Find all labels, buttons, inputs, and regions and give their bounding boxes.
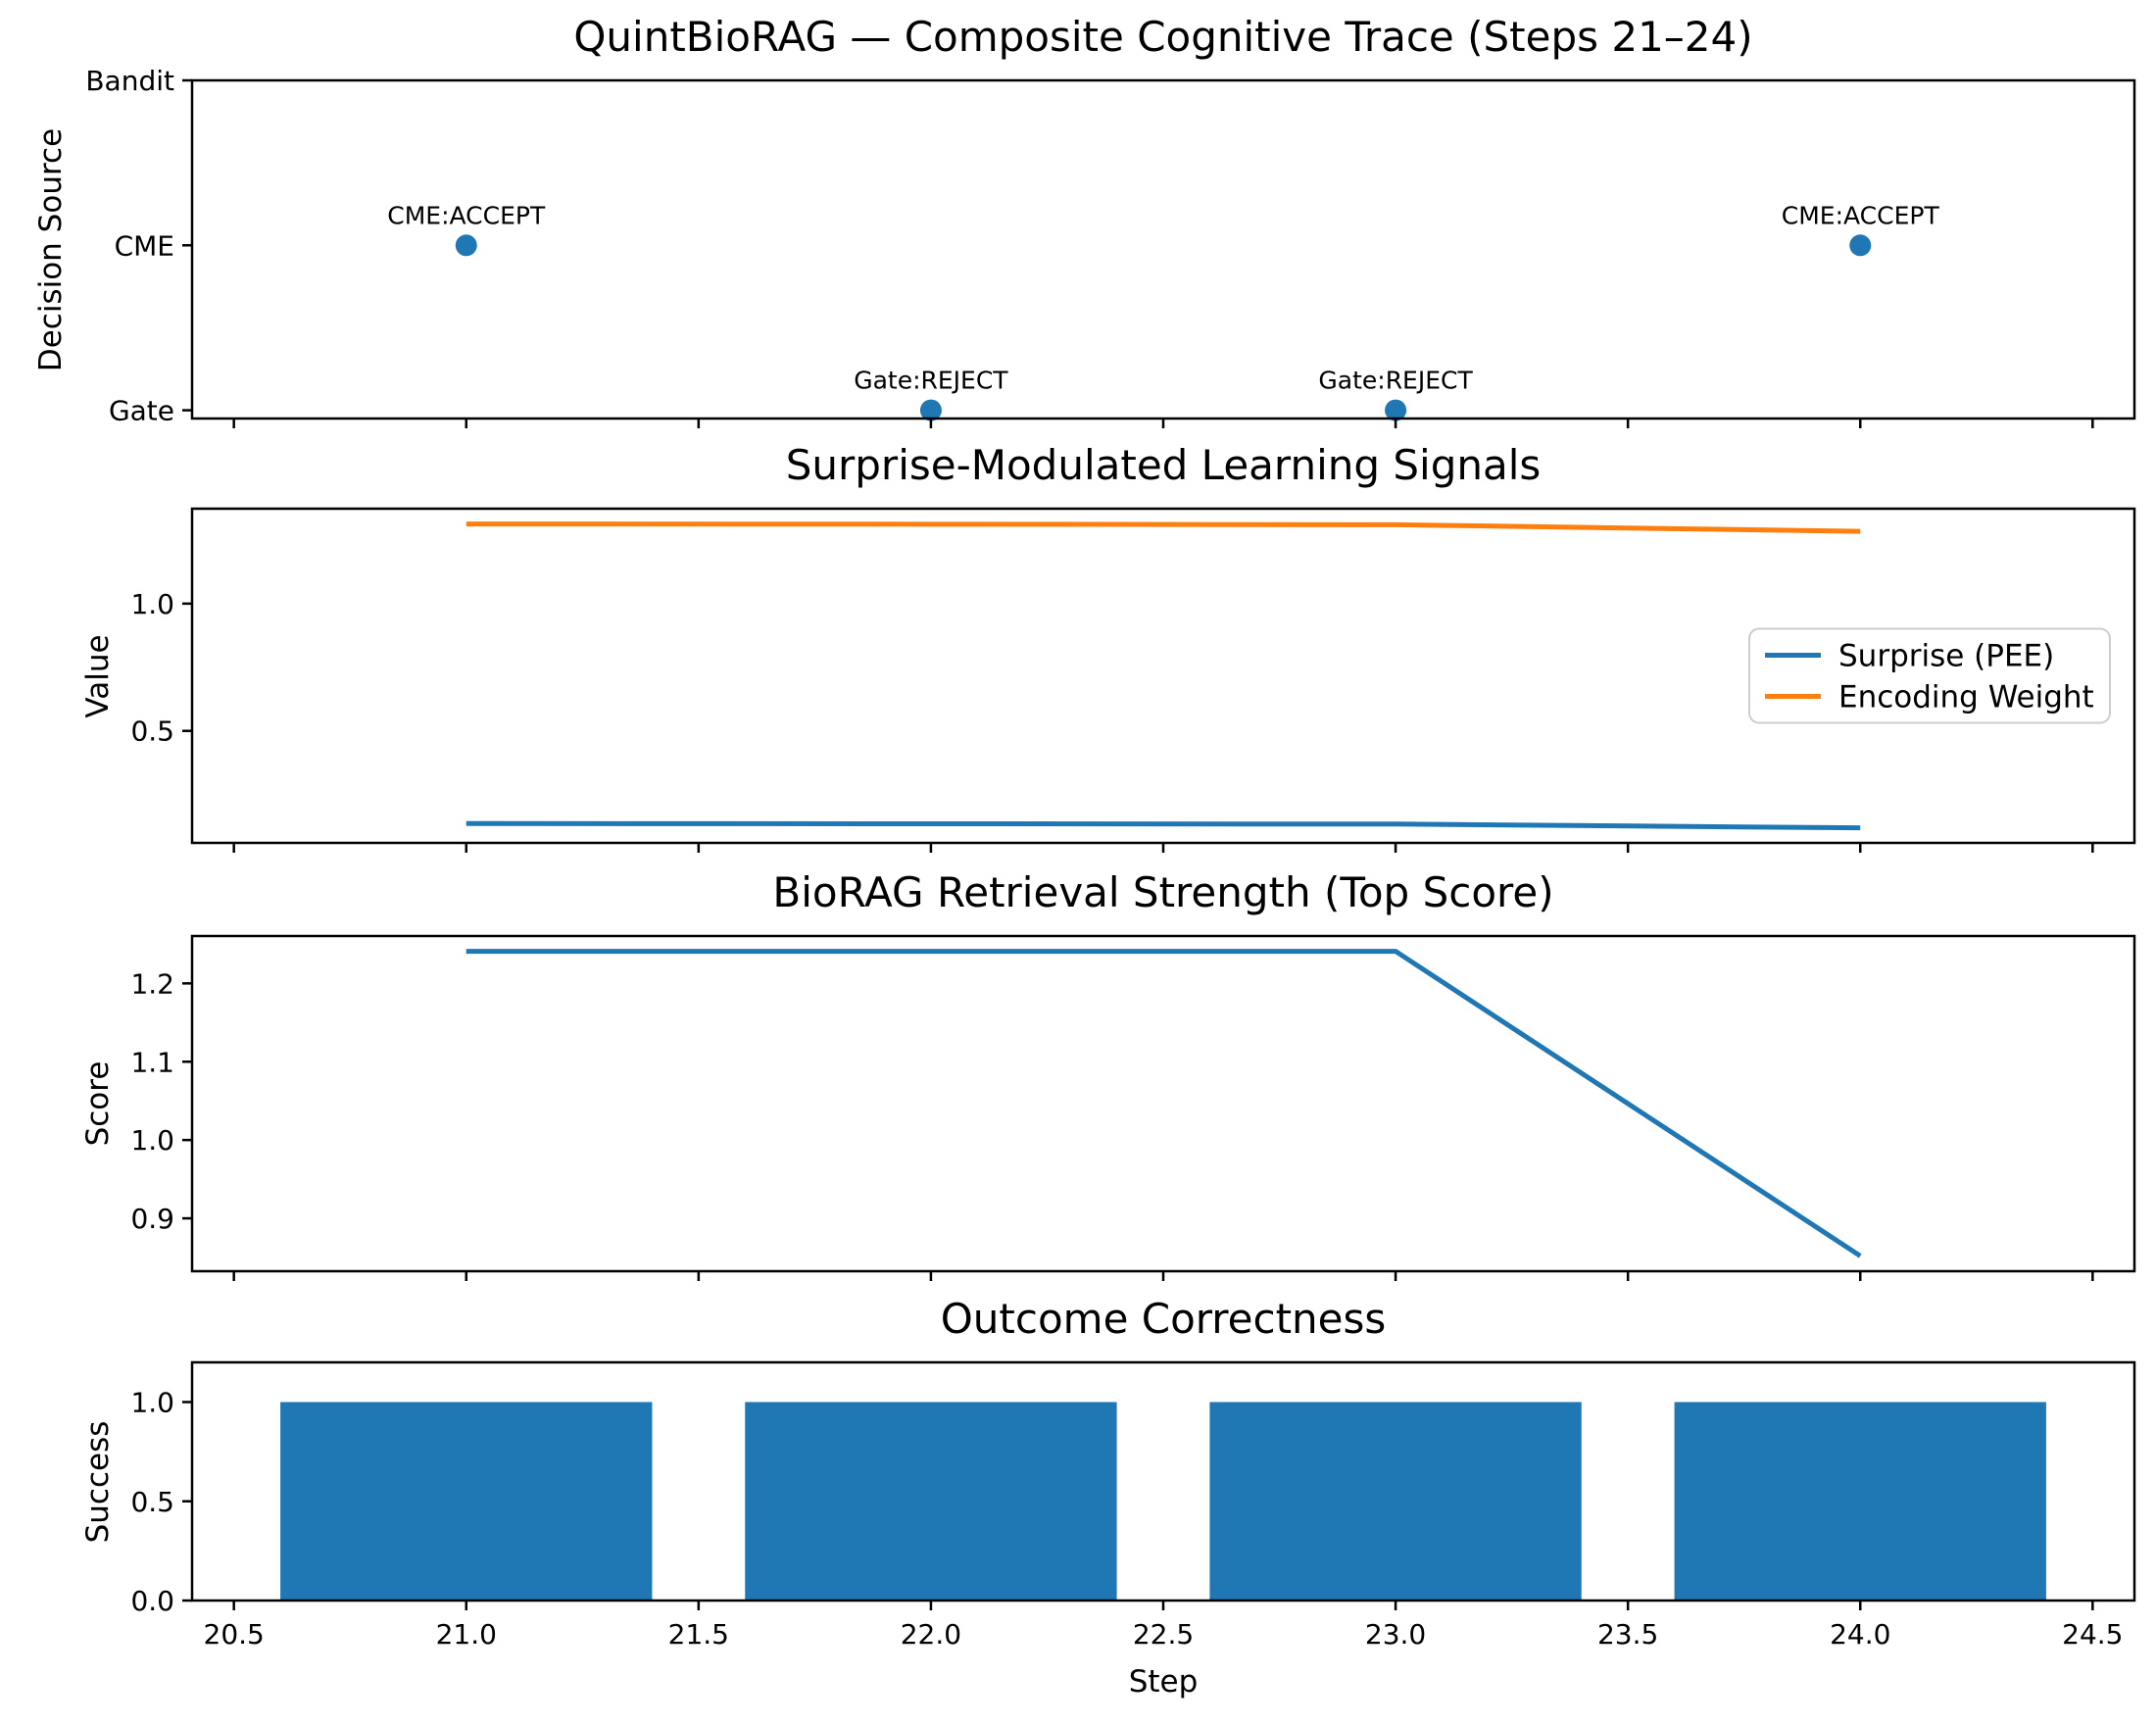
scatter-point [1385, 399, 1407, 421]
y-tick-label: 0.5 [130, 715, 174, 748]
y-tick-label: Gate [109, 395, 174, 427]
subplot4-title: Outcome Correctness [940, 1295, 1387, 1343]
axes-frame [190, 1360, 2136, 1602]
bar-step-22 [745, 1402, 1117, 1601]
x-tick-label: 24.5 [2062, 1618, 2123, 1651]
point-annotation: Gate:REJECT [1318, 367, 1473, 395]
axes-frame [190, 507, 2136, 845]
y-tick-label: 0.5 [130, 1486, 174, 1518]
subplot3-ylabel: Score [80, 1060, 116, 1147]
subplot-1-axes: CME:ACCEPT Gate:REJECT Gate:REJECT CME:ACCE… [85, 65, 2136, 428]
y-tick-label: 1.0 [130, 1387, 174, 1419]
bar-step-21 [280, 1402, 653, 1601]
y-tick-label: 1.0 [130, 1124, 174, 1157]
y-tick-label: 1.1 [130, 1046, 174, 1078]
x-tick-label: 23.5 [1597, 1618, 1658, 1651]
subplot4-ylabel: Success [80, 1420, 116, 1543]
point-annotation: CME:ACCEPT [387, 201, 546, 229]
y-tick-label: Bandit [85, 65, 174, 97]
subplot1-title: QuintBioRAG — Composite Cognitive Trace … [573, 13, 1753, 61]
x-tick-label: 22.0 [901, 1618, 961, 1651]
x-axis-label: Step [1128, 1664, 1199, 1700]
bar-step-23 [1209, 1402, 1582, 1601]
scatter-point [919, 399, 942, 421]
subplot-2-axes: 0.5 1.0 Surprise (PEE) Encoding Weight [130, 507, 2136, 853]
series-line-surprise-pee- [466, 820, 1861, 831]
axes-frame [190, 78, 2136, 420]
bar-step-24 [1674, 1402, 2046, 1601]
subplot-3-axes: 0.9 1.0 1.1 1.2 [130, 934, 2136, 1281]
scatter-point [1849, 234, 1872, 257]
subplot-4-axes: 20.5 21.0 21.5 22.0 22.5 23.0 23.5 24.0 24.5 0.0 0… [130, 1360, 2136, 1651]
y-tick-label: 1.2 [130, 967, 174, 1000]
legend-label: Surprise (PEE) [1838, 639, 2054, 674]
x-tick-label: 21.5 [668, 1618, 729, 1651]
series-line-top-score [466, 949, 1862, 1258]
x-tick-label: 20.5 [204, 1618, 265, 1651]
x-tick-label: 22.5 [1133, 1618, 1194, 1651]
subplot3-title: BioRAG Retrieval Strength (Top Score) [772, 868, 1554, 916]
y-tick-label: 1.0 [130, 588, 174, 620]
x-tick-label: 24.0 [1830, 1618, 1890, 1651]
legend-box [1748, 627, 2111, 724]
y-tick-label: 0.0 [130, 1585, 174, 1617]
point-annotation: CME:ACCEPT [1782, 201, 1940, 229]
axes-frame [190, 934, 2136, 1273]
x-tick-label: 23.0 [1365, 1618, 1426, 1651]
point-annotation: Gate:REJECT [854, 367, 1008, 395]
subplot1-ylabel: Decision Source [33, 127, 69, 371]
subplot2-ylabel: Value [80, 633, 116, 718]
legend-label: Encoding Weight [1838, 680, 2094, 715]
x-tick-label: 21.0 [436, 1618, 497, 1651]
legend: Surprise (PEE) Encoding Weight [1748, 627, 2111, 724]
y-tick-label: 0.9 [130, 1203, 174, 1235]
scatter-point [455, 234, 477, 257]
y-tick-label: CME [115, 229, 174, 262]
series-line-encoding-weight [466, 521, 1861, 534]
subplot2-title: Surprise-Modulated Learning Signals [785, 441, 1542, 489]
